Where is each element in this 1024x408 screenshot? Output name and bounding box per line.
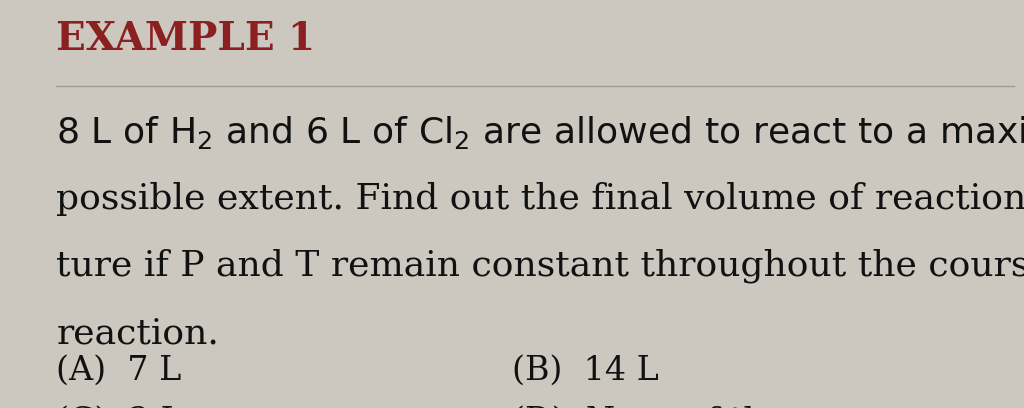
Text: possible extent. Find out the final volume of reaction mix-: possible extent. Find out the final volu… [56,182,1024,215]
Text: (A)  7 L: (A) 7 L [56,355,181,387]
Text: (C)  2 L: (C) 2 L [56,406,183,408]
Text: (B)  14 L: (B) 14 L [512,355,658,387]
Text: EXAMPLE 1: EXAMPLE 1 [56,20,315,58]
Text: reaction.: reaction. [56,316,219,350]
Text: $8\ \mathregular{L\ of\ H}_2\ \mathregular{and\ 6\ L\ of\ Cl}_2\ \mathregular{ar: $8\ \mathregular{L\ of\ H}_2\ \mathregul… [56,114,1024,151]
Text: (D)  None of these: (D) None of these [512,406,821,408]
Text: ture if P and T remain constant throughout the course of: ture if P and T remain constant througho… [56,249,1024,284]
